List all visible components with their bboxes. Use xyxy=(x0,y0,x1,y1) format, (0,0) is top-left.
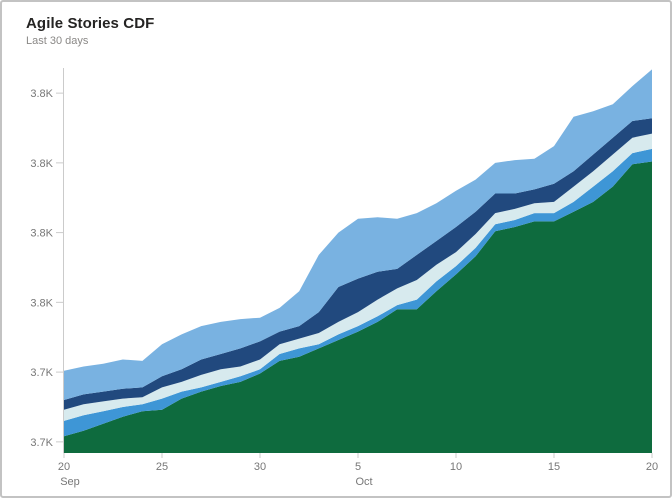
y-tick-label: 3.8K xyxy=(30,88,53,100)
area-series-5-light-blue[interactable] xyxy=(64,69,652,401)
x-tick-label: 20 xyxy=(646,461,658,473)
y-tick-label: 3.7K xyxy=(30,437,53,449)
y-tick-label: 3.7K xyxy=(30,367,53,379)
x-month-label: Sep xyxy=(60,476,80,488)
y-tick-label: 3.8K xyxy=(30,228,53,240)
x-month-label: Oct xyxy=(355,476,372,488)
y-tick-label: 3.8K xyxy=(30,158,53,170)
chart-subtitle: Last 30 days xyxy=(26,35,89,47)
x-tick-label: 15 xyxy=(548,461,560,473)
card-header: Agile Stories CDF Last 30 days xyxy=(26,15,154,47)
x-tick-label: 10 xyxy=(450,461,462,473)
y-tick-label: 3.8K xyxy=(30,297,53,309)
area-series-2-medium-blue[interactable] xyxy=(64,148,652,437)
x-tick-label: 5 xyxy=(355,461,361,473)
x-tick-label: 25 xyxy=(156,461,168,473)
x-tick-label: 30 xyxy=(254,461,266,473)
area-series-1-dark-green[interactable] xyxy=(64,161,652,454)
x-tick-label: 20 xyxy=(58,461,70,473)
chart-title: Agile Stories CDF xyxy=(26,15,155,32)
